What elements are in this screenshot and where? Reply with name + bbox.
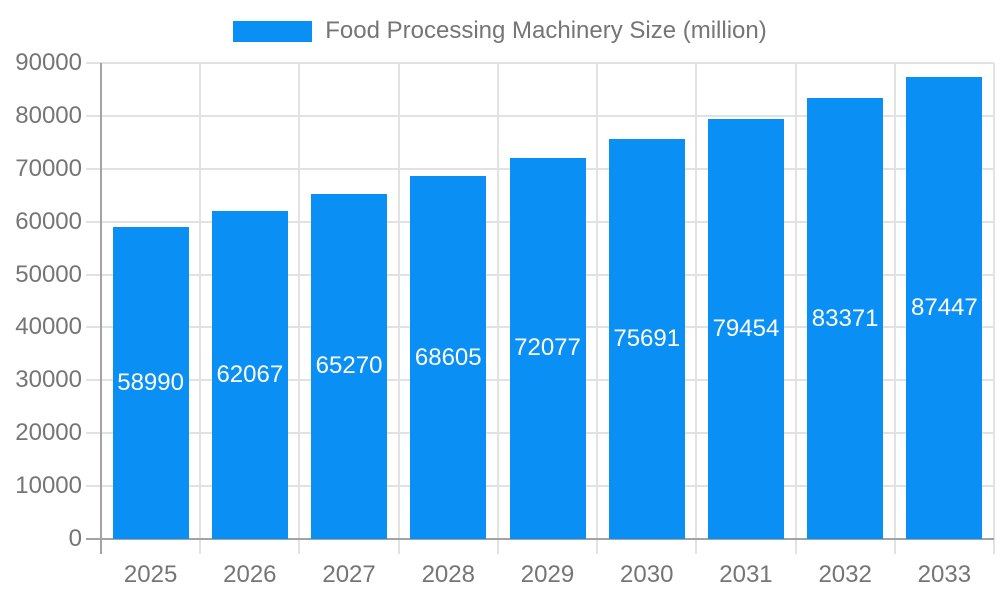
y-tick-label: 70000 (15, 154, 82, 182)
x-tick-label: 2033 (917, 561, 972, 588)
x-gridline (893, 63, 896, 554)
y-tick-label: 20000 (15, 419, 82, 447)
y-tick-label: 0 (68, 525, 82, 552)
y-axis-line (100, 63, 102, 554)
y-tick-label: 80000 (15, 101, 82, 129)
bar[interactable]: 79454 (707, 118, 784, 539)
x-gridline (695, 63, 698, 554)
bar-value-label: 79454 (712, 314, 780, 342)
y-tick-label: 30000 (15, 366, 82, 394)
bar[interactable]: 65270 (311, 193, 388, 539)
bar[interactable]: 75691 (608, 138, 685, 539)
y-gridline (86, 114, 994, 117)
x-gridline (794, 63, 797, 554)
bar-value-label: 65270 (315, 352, 383, 380)
legend[interactable]: Food Processing Machinery Size (million) (0, 17, 1000, 45)
bar-value-label: 72077 (514, 334, 581, 362)
x-tick-label: 2032 (818, 561, 872, 588)
y-tick-label: 50000 (15, 260, 82, 288)
y-gridline (86, 62, 994, 64)
x-tick-label: 2026 (223, 561, 277, 588)
x-tick-label: 2031 (719, 561, 773, 588)
bar-value-label: 87447 (911, 293, 978, 321)
x-gridline (993, 63, 995, 554)
x-tick-label: 2025 (123, 561, 178, 588)
bar-value-label: 58990 (117, 369, 184, 396)
x-tick-label: 2028 (421, 561, 475, 588)
plot-area: 58990 62067 65270 68605 72077 75691 79454 83371… (15, 49, 995, 588)
bar[interactable]: 87447 (906, 76, 983, 539)
bar[interactable]: 62067 (211, 210, 288, 539)
legend-swatch[interactable] (233, 20, 313, 42)
x-axis-line (86, 538, 994, 540)
x-tick-label: 2029 (520, 561, 575, 588)
y-tick-label: 10000 (15, 472, 82, 500)
x-tick-label: 2030 (620, 561, 674, 588)
bar-value-label: 83371 (811, 304, 879, 332)
x-tick-label: 2027 (322, 561, 376, 588)
x-gridline (199, 63, 202, 554)
y-tick-label: 40000 (15, 313, 82, 341)
bar[interactable]: 83371 (807, 98, 884, 539)
bar-value-label: 68605 (414, 343, 482, 371)
x-gridline (596, 63, 599, 554)
bar[interactable]: 72077 (509, 157, 586, 539)
bar[interactable]: 58990 (112, 227, 189, 539)
bar[interactable]: 68605 (410, 176, 487, 539)
y-tick-label: 60000 (15, 207, 82, 235)
x-gridline (496, 63, 499, 554)
x-gridline (397, 63, 400, 554)
legend-label[interactable]: Food Processing Machinery Size (million) (325, 17, 767, 44)
y-tick-label: 90000 (15, 49, 82, 76)
bar-value-label: 62067 (216, 360, 284, 388)
bar-value-label: 75691 (613, 324, 681, 352)
x-gridline (298, 63, 301, 554)
